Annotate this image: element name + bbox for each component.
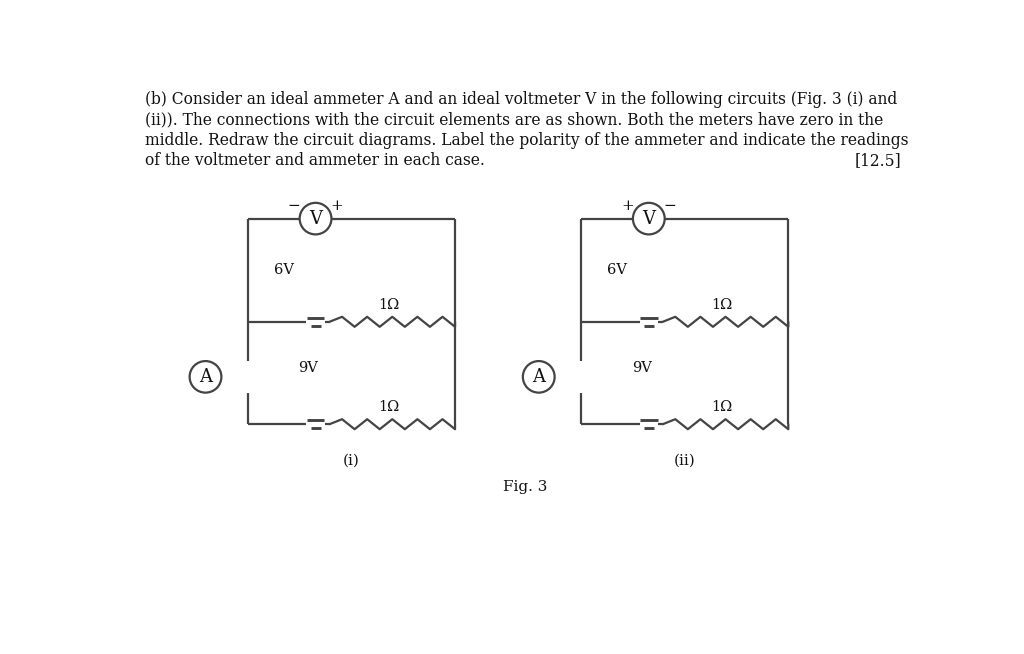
Text: V: V [309, 210, 323, 228]
Text: (ii): (ii) [674, 453, 695, 468]
Circle shape [189, 361, 221, 392]
Text: (b) Consider an ideal ammeter A and an ideal voltmeter V in the following circui: (b) Consider an ideal ammeter A and an i… [145, 91, 897, 108]
Text: 9V: 9V [299, 362, 318, 375]
Circle shape [300, 203, 332, 234]
Text: 1Ω: 1Ω [378, 298, 399, 312]
Text: A: A [199, 368, 212, 386]
Text: (ii)). The connections with the circuit elements are as shown. Both the meters h: (ii)). The connections with the circuit … [145, 111, 884, 128]
Text: 6V: 6V [607, 263, 627, 277]
Circle shape [523, 361, 555, 392]
Circle shape [633, 203, 665, 234]
Text: +: + [622, 199, 634, 213]
Text: (i): (i) [343, 453, 360, 468]
Text: 9V: 9V [632, 362, 651, 375]
Text: −: − [664, 199, 677, 213]
Text: A: A [532, 368, 545, 386]
Text: middle. Redraw the circuit diagrams. Label the polarity of the ammeter and indic: middle. Redraw the circuit diagrams. Lab… [145, 131, 908, 148]
Text: 1Ω: 1Ω [378, 400, 399, 414]
Text: −: − [288, 199, 301, 213]
Text: V: V [642, 210, 655, 228]
Text: 6V: 6V [273, 263, 294, 277]
Text: Fig. 3: Fig. 3 [503, 479, 547, 494]
Text: +: + [331, 199, 343, 213]
Text: 1Ω: 1Ω [711, 298, 732, 312]
Text: 1Ω: 1Ω [711, 400, 732, 414]
Text: [12.5]: [12.5] [855, 152, 901, 169]
Text: of the voltmeter and ammeter in each case.: of the voltmeter and ammeter in each cas… [145, 152, 485, 169]
